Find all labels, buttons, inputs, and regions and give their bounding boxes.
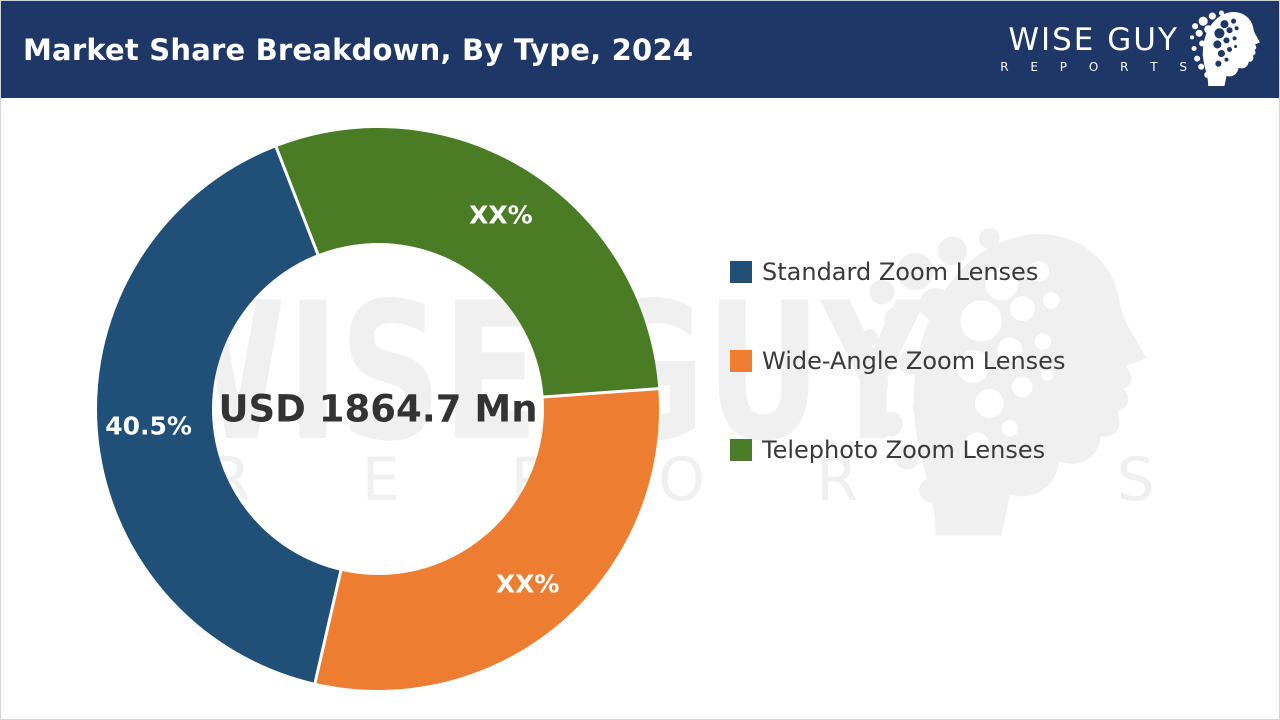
legend-label: Telephoto Zoom Lenses [762, 436, 1046, 464]
wise-guy-logo: WISE GUY R E P O R T S [1000, 9, 1265, 90]
legend: Standard Zoom Lenses Wide-Angle Zoom Len… [730, 258, 1066, 527]
donut-slice-telephoto-zoom-lenses [276, 128, 659, 397]
slice-value-label: XX% [496, 570, 560, 599]
legend-label: Standard Zoom Lenses [762, 258, 1039, 286]
header-bar: Market Share Breakdown, By Type, 2024 WI… [1, 1, 1279, 98]
legend-swatch [730, 350, 752, 372]
legend-swatch [730, 261, 752, 283]
donut-slice-wide-angle-zoom-lenses [315, 388, 659, 690]
slice-gap-line [313, 568, 343, 686]
legend-item-wide-angle: Wide-Angle Zoom Lenses [730, 347, 1066, 375]
donut-chart: 40.5% XX% XX% [97, 128, 661, 690]
chart-area: WISE GUY R E P O R T S [1, 98, 1279, 719]
logo-head-icon [1190, 10, 1260, 86]
page-title: Market Share Breakdown, By Type, 2024 [23, 32, 694, 67]
logo-wordmark: WISE GUY [1008, 21, 1179, 58]
slice-value-label: XX% [469, 201, 533, 230]
logo-subtext: R E P O R T S [1000, 59, 1196, 74]
legend-item-telephoto: Telephoto Zoom Lenses [730, 436, 1065, 464]
logo-wordmark-block: WISE GUY R E P O R T S [1000, 22, 1187, 74]
donut-slice-standard-zoom-lenses [97, 147, 341, 683]
legend-swatch [730, 439, 752, 461]
donut-center-value: USD 1864.7 Mn [218, 387, 538, 431]
legend-label: Wide-Angle Zoom Lenses [762, 347, 1066, 375]
slice-value-label: 40.5% [105, 412, 192, 441]
slice-gap-line [274, 144, 320, 257]
legend-item-standard: Standard Zoom Lenses [730, 258, 1065, 286]
slice-gap-line [541, 387, 661, 399]
